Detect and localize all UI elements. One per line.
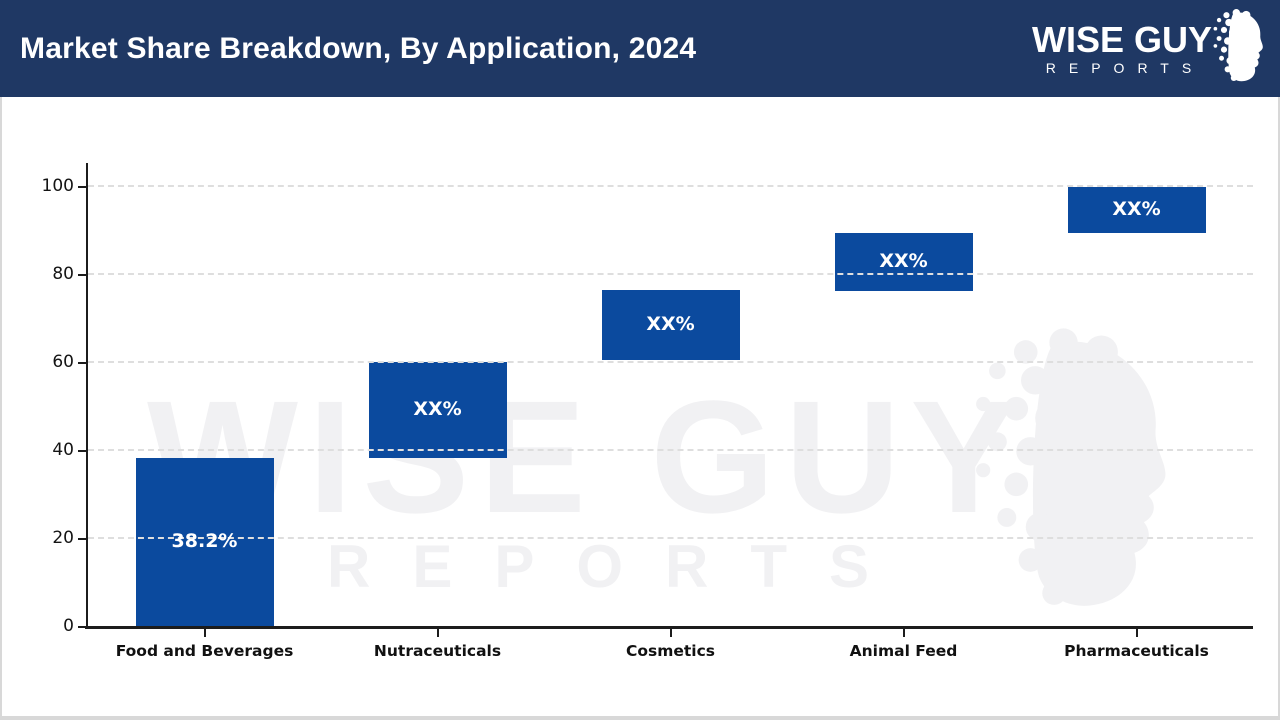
bar-value-label: 38.2% (171, 529, 238, 552)
x-tick-mark (902, 629, 905, 637)
y-tick-label: 80 (52, 264, 74, 284)
waterfall-bar (135, 457, 274, 626)
y-tick-label: 0 (63, 616, 74, 636)
y-tick-mark (78, 362, 86, 364)
bar-value-label: XX% (879, 250, 928, 273)
x-category-label: Nutraceuticals (373, 642, 502, 660)
y-axis-spine (86, 163, 88, 626)
logo-wordmark: WISE GUY (1031, 19, 1212, 60)
watermark-wordmark: WISE GUY (147, 367, 1028, 546)
logo-text: WISE GUY REPORTS (1031, 19, 1212, 76)
gridline (88, 361, 1253, 363)
x-tick-mark (203, 629, 206, 637)
y-tick-mark (78, 538, 86, 540)
y-tick-mark (78, 626, 86, 628)
x-tick-mark (436, 629, 439, 637)
x-category-label: Pharmaceuticals (1064, 642, 1209, 660)
gridline (88, 273, 1253, 275)
y-tick-label: 60 (52, 352, 74, 372)
y-tick-label: 20 (52, 528, 74, 548)
x-category-label: Animal Feed (849, 642, 958, 660)
waterfall-bar (368, 362, 507, 458)
page-title: Market Share Breakdown, By Application, … (20, 31, 697, 65)
dotted-head-profile-icon (1198, 9, 1266, 89)
x-tick-mark (1135, 629, 1138, 637)
x-axis-spine (85, 626, 1253, 629)
waterfall-bar (601, 289, 740, 360)
x-category-label: Cosmetics (625, 642, 716, 660)
y-tick-mark (78, 274, 86, 276)
y-tick-label: 100 (41, 176, 74, 196)
gridline (88, 449, 1253, 451)
gridline (88, 185, 1253, 187)
bar-value-label: XX% (1112, 197, 1161, 220)
y-tick-mark (78, 186, 86, 188)
header: Market Share Breakdown, By Application, … (0, 0, 1280, 97)
y-tick-label: 40 (52, 440, 74, 460)
waterfall-bar (834, 233, 973, 292)
wiseguy-logo: WISE GUY REPORTS (1032, 9, 1266, 89)
y-tick-mark (78, 450, 86, 452)
x-category-label: Food and Beverages (115, 642, 294, 660)
bar-value-label: XX% (413, 397, 462, 420)
gridline (88, 537, 1253, 539)
logo-subtext: REPORTS (1045, 60, 1205, 76)
watermark-subtext: REPORTS (327, 533, 912, 600)
bar-value-label: XX% (646, 312, 695, 335)
waterfall-bar (1067, 186, 1206, 234)
x-tick-mark (669, 629, 672, 637)
